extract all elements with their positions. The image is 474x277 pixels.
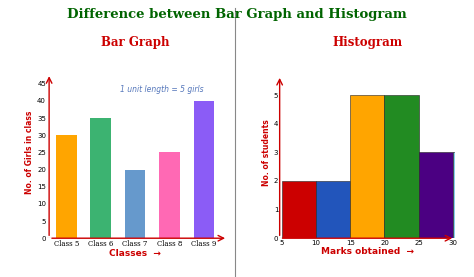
X-axis label: Marks obtained  →: Marks obtained → bbox=[321, 247, 414, 256]
Bar bbox=[282, 181, 316, 238]
Text: Bar Graph: Bar Graph bbox=[101, 36, 169, 49]
Text: 1 unit length = 5 girls: 1 unit length = 5 girls bbox=[119, 85, 203, 94]
Bar bbox=[419, 152, 453, 238]
X-axis label: Classes  →: Classes → bbox=[109, 249, 161, 258]
Bar bbox=[193, 101, 214, 238]
Bar bbox=[159, 152, 180, 238]
Bar bbox=[350, 95, 384, 238]
Bar bbox=[453, 152, 474, 238]
Y-axis label: No. of students: No. of students bbox=[262, 119, 271, 186]
Bar bbox=[125, 170, 146, 238]
Y-axis label: No. of Girls in class: No. of Girls in class bbox=[25, 111, 34, 194]
Bar bbox=[91, 118, 111, 238]
Text: Histogram: Histogram bbox=[332, 36, 402, 49]
Text: Difference between Bar Graph and Histogram: Difference between Bar Graph and Histogr… bbox=[67, 8, 407, 21]
Bar bbox=[56, 135, 77, 238]
Bar bbox=[316, 181, 350, 238]
Bar bbox=[384, 95, 419, 238]
